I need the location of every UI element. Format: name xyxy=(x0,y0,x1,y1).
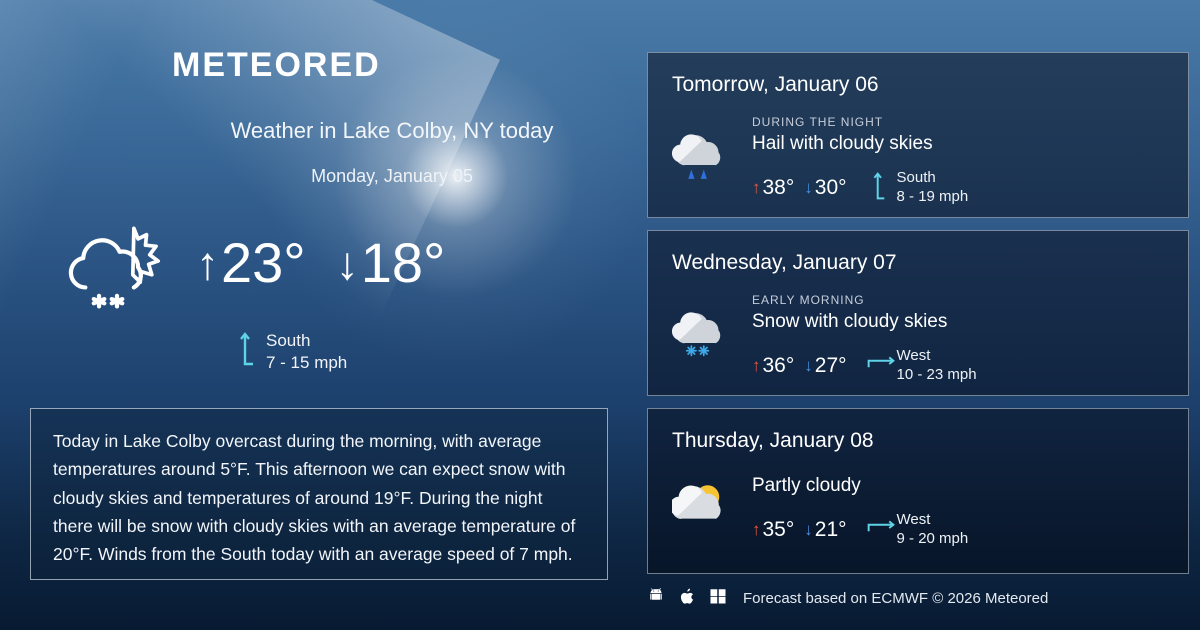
forecast-hail-icon xyxy=(672,130,734,191)
forecast-wind-info: West 10 - 23 mph xyxy=(873,347,977,385)
wind-direction-icon xyxy=(240,332,258,371)
current-wind-info: South 7 - 15 mph xyxy=(240,330,347,374)
forecast-card-date: Thursday, January 08 xyxy=(672,429,1164,453)
brand-logo-text: METEORED xyxy=(172,46,381,85)
forecast-time-of-day: EARLY MORNING xyxy=(752,293,1164,307)
forecast-partly-cloudy-icon xyxy=(672,479,734,540)
forecast-cards-column: Tomorrow, January 06 DURING THE NIGHT Ha… xyxy=(647,52,1189,586)
forecast-description: Hail with cloudy skies xyxy=(752,133,1164,155)
forecast-description: Snow with cloudy skies xyxy=(752,311,1164,333)
down-arrow-icon: ↓ xyxy=(804,356,813,376)
wind-direction-icon xyxy=(873,172,889,204)
footer-text: Forecast based on ECMWF © 2026 Meteored xyxy=(743,590,1048,607)
page-subtitle: Weather in Lake Colby, NY today xyxy=(142,118,642,144)
forecast-card-tomorrow: Tomorrow, January 06 DURING THE NIGHT Ha… xyxy=(647,52,1189,218)
down-arrow-icon: ↓ xyxy=(336,240,359,286)
forecast-card-thursday: Thursday, January 08 Partly cloudy ↑ 35° … xyxy=(647,408,1189,574)
wind-direction-label: South xyxy=(897,169,936,186)
forecast-card-wednesday: Wednesday, January 07 xyxy=(647,230,1189,396)
up-arrow-icon: ↑ xyxy=(196,240,219,286)
low-temp-value: 18° xyxy=(361,230,446,295)
low-temp: ↓ 18° xyxy=(336,230,446,295)
wind-speed-label: 7 - 15 mph xyxy=(266,353,347,372)
forecast-low-temp: ↓ 21° xyxy=(804,518,846,542)
today-summary-box: Today in Lake Colby overcast during the … xyxy=(30,408,608,580)
forecast-card-date: Tomorrow, January 06 xyxy=(672,73,1164,97)
down-arrow-icon: ↓ xyxy=(804,178,813,198)
forecast-low-temp: ↓ 30° xyxy=(804,176,846,200)
windows-icon[interactable] xyxy=(709,587,727,610)
wind-direction-icon xyxy=(873,350,889,382)
up-arrow-icon: ↑ xyxy=(752,178,761,198)
high-low-temps: ↑ 23° ↓ 18° xyxy=(196,230,445,295)
wind-direction-label: West xyxy=(897,511,931,528)
apple-icon[interactable] xyxy=(679,587,695,610)
wind-speed-label: 10 - 23 mph xyxy=(897,366,977,383)
forecast-wind-info: South 8 - 19 mph xyxy=(873,169,969,207)
high-temp-value: 23° xyxy=(221,230,306,295)
down-arrow-icon: ↓ xyxy=(804,520,813,540)
wind-text: South 7 - 15 mph xyxy=(266,330,347,374)
forecast-snow-icon xyxy=(672,308,734,369)
current-weather-block: ↑ 23° ↓ 18° xyxy=(62,222,445,322)
current-date: Monday, January 05 xyxy=(142,166,642,187)
forecast-high-temp: ↑ 36° xyxy=(752,354,794,378)
wind-direction-icon xyxy=(873,514,889,546)
forecast-low-temp: ↓ 27° xyxy=(804,354,846,378)
wind-direction-label: South xyxy=(266,331,310,350)
forecast-card-date: Wednesday, January 07 xyxy=(672,251,1164,275)
forecast-high-temp: ↑ 35° xyxy=(752,518,794,542)
android-icon[interactable] xyxy=(647,587,665,610)
forecast-wind-info: West 9 - 20 mph xyxy=(873,511,969,549)
wind-speed-label: 9 - 20 mph xyxy=(897,530,969,547)
forecast-time-of-day: DURING THE NIGHT xyxy=(752,115,1164,129)
wind-speed-label: 8 - 19 mph xyxy=(897,188,969,205)
wind-direction-label: West xyxy=(897,347,931,364)
forecast-description: Partly cloudy xyxy=(752,475,1164,497)
current-weather-icon xyxy=(62,222,172,322)
up-arrow-icon: ↑ xyxy=(752,520,761,540)
page-footer: Forecast based on ECMWF © 2026 Meteored xyxy=(647,587,1048,610)
up-arrow-icon: ↑ xyxy=(752,356,761,376)
high-temp: ↑ 23° xyxy=(196,230,306,295)
forecast-high-temp: ↑ 38° xyxy=(752,176,794,200)
brand-logo: METEORED xyxy=(172,46,381,85)
